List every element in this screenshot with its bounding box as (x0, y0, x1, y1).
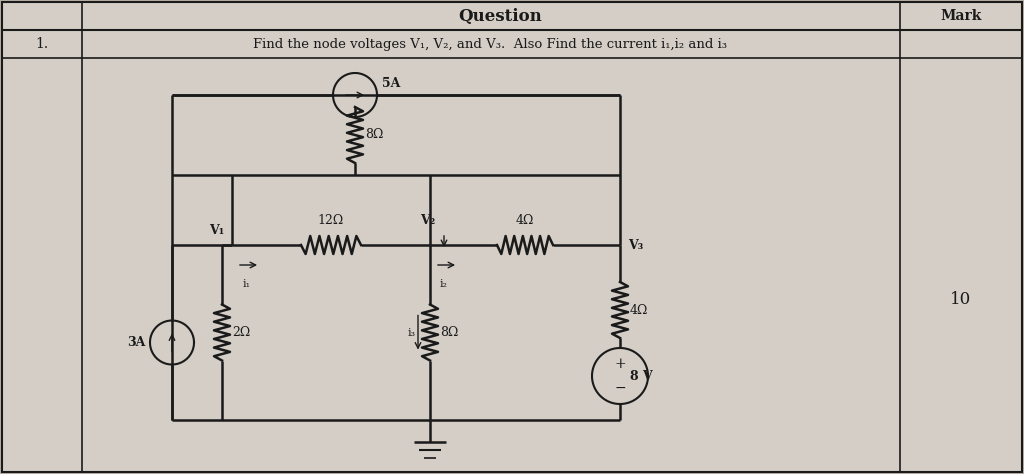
Text: i₂: i₂ (440, 279, 449, 289)
Text: +: + (614, 357, 626, 371)
Text: 12Ω: 12Ω (317, 214, 344, 227)
Text: Mark: Mark (940, 9, 982, 23)
Text: V₃: V₃ (628, 238, 643, 252)
Text: 5A: 5A (382, 77, 400, 90)
Text: 2Ω: 2Ω (232, 326, 250, 339)
Text: 1.: 1. (36, 37, 48, 51)
Text: 4Ω: 4Ω (516, 214, 535, 227)
Text: 8Ω: 8Ω (365, 128, 383, 142)
Text: 4Ω: 4Ω (630, 303, 648, 317)
Text: V₁: V₁ (209, 224, 224, 237)
Text: 8Ω: 8Ω (440, 326, 459, 339)
Text: i₃: i₃ (408, 328, 416, 337)
Text: 8 V: 8 V (630, 370, 652, 383)
Text: Question: Question (458, 8, 542, 25)
Text: i₁: i₁ (243, 279, 251, 289)
Text: −: − (614, 381, 626, 395)
Text: V₂: V₂ (421, 214, 435, 227)
Text: 10: 10 (950, 292, 972, 309)
Text: Find the node voltages V₁, V₂, and V₃.  Also Find the current i₁,i₂ and i₃: Find the node voltages V₁, V₂, and V₃. A… (253, 37, 727, 51)
Text: 3A: 3A (127, 336, 145, 349)
